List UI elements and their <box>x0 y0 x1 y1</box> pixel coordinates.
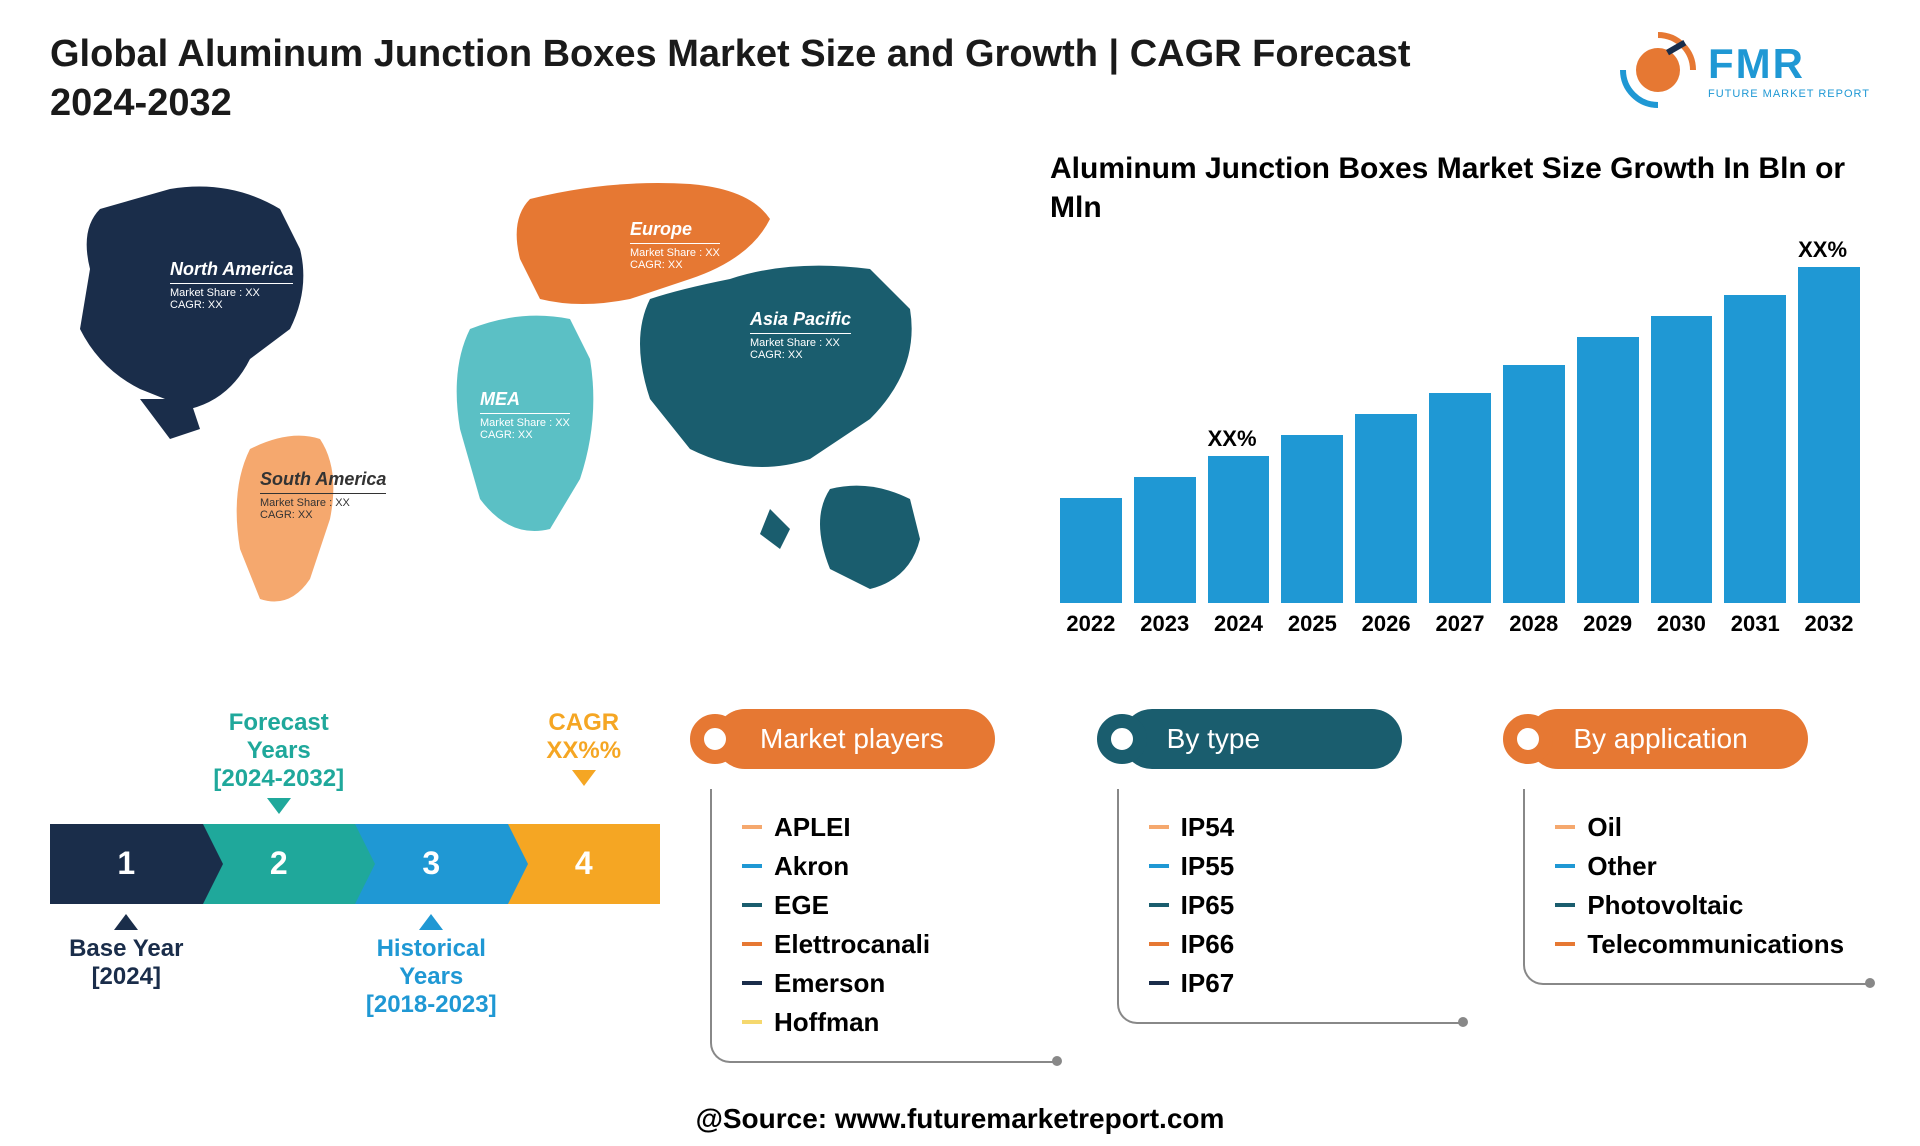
timeline-seg-4: 4 <box>508 824 661 904</box>
bar-2030: 2030 <box>1651 316 1713 637</box>
region-asia-pacific: Asia PacificMarket Share : XXCAGR: XX <box>750 309 851 361</box>
region-south-america: South AmericaMarket Share : XXCAGR: XX <box>260 469 386 521</box>
bar-2026: 2026 <box>1355 414 1417 637</box>
chart-title: Aluminum Junction Boxes Market Size Grow… <box>1050 149 1870 227</box>
page-title: Global Aluminum Junction Boxes Market Si… <box>50 30 1450 129</box>
list-item: Photovoltaic <box>1555 890 1850 921</box>
bar-2022: 2022 <box>1060 498 1122 637</box>
logo-subtitle: FUTURE MARKET REPORT <box>1708 88 1870 100</box>
list-item: IP67 <box>1149 968 1444 999</box>
list-item: Hoffman <box>742 1007 1037 1038</box>
logo-icon <box>1618 30 1698 110</box>
world-map: North AmericaMarket Share : XXCAGR: XX So… <box>50 149 1010 669</box>
region-north-america: North AmericaMarket Share : XXCAGR: XX <box>170 259 293 311</box>
timeline-seg-3: 3 <box>355 824 508 904</box>
list-item: IP65 <box>1149 890 1444 921</box>
list-item: EGE <box>742 890 1037 921</box>
bar-chart: Aluminum Junction Boxes Market Size Grow… <box>1050 149 1870 669</box>
pill-by-type: By typeIP54IP55IP65IP66IP67 <box>1097 709 1464 1063</box>
bar-2024: XX%2024 <box>1208 456 1270 637</box>
logo-text: FMR <box>1708 40 1870 88</box>
pill-market-players: Market playersAPLEIAkronEGEElettrocanali… <box>690 709 1057 1063</box>
list-item: APLEI <box>742 812 1037 843</box>
list-item: Elettrocanali <box>742 929 1037 960</box>
bar-2031: 2031 <box>1724 295 1786 637</box>
pill-by-application: By applicationOilOtherPhotovoltaicTeleco… <box>1503 709 1870 1063</box>
timeline-seg-2: 2 <box>203 824 356 904</box>
source-attribution: @Source: www.futuremarketreport.com <box>50 1103 1870 1135</box>
list-item: IP66 <box>1149 929 1444 960</box>
list-item: Emerson <box>742 968 1037 999</box>
list-item: Akron <box>742 851 1037 882</box>
timeline-seg-1: 1 <box>50 824 203 904</box>
bar-2029: 2029 <box>1577 337 1639 637</box>
list-item: IP54 <box>1149 812 1444 843</box>
bar-2028: 2028 <box>1503 365 1565 637</box>
list-item: IP55 <box>1149 851 1444 882</box>
region-mea: MEAMarket Share : XXCAGR: XX <box>480 389 570 441</box>
bar-2032: XX%2032 <box>1798 267 1860 637</box>
bar-2023: 2023 <box>1134 477 1196 637</box>
region-europe: EuropeMarket Share : XXCAGR: XX <box>630 219 720 271</box>
list-item: Oil <box>1555 812 1850 843</box>
bar-2027: 2027 <box>1429 393 1491 637</box>
bar-2025: 2025 <box>1281 435 1343 637</box>
timeline: Forecast Years[2024-2032]CAGRXX%% 1234 B… <box>50 709 660 1019</box>
list-item: Telecommunications <box>1555 929 1850 960</box>
list-item: Other <box>1555 851 1850 882</box>
fmr-logo: FMR FUTURE MARKET REPORT <box>1618 30 1870 110</box>
